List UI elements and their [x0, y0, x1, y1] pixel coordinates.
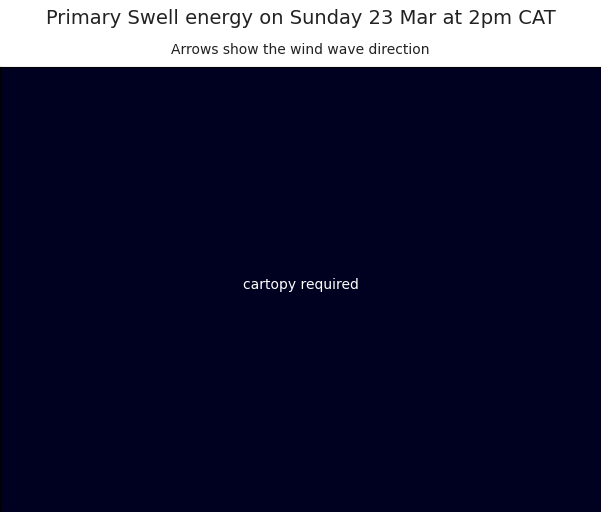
Text: Arrows show the wind wave direction: Arrows show the wind wave direction	[171, 43, 430, 57]
Text: Primary Swell energy on Sunday 23 Mar at 2pm CAT: Primary Swell energy on Sunday 23 Mar at…	[46, 9, 555, 28]
Text: cartopy required: cartopy required	[243, 279, 358, 292]
